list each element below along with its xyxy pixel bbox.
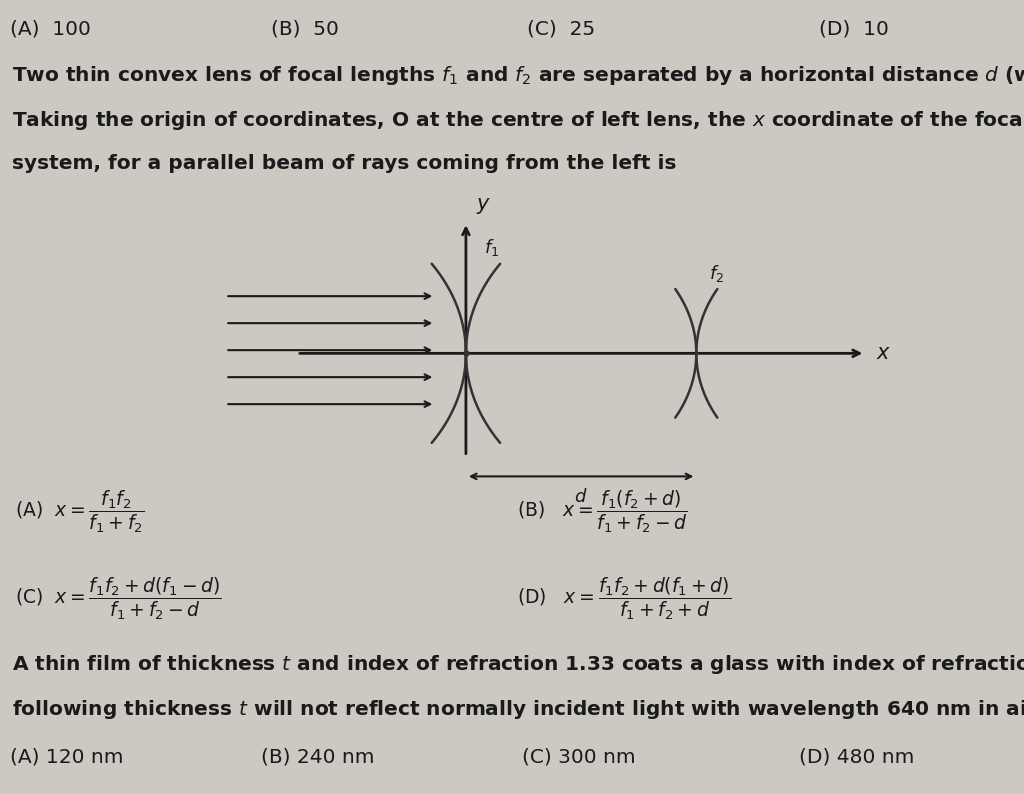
Text: (D)  10: (D) 10 [819, 20, 889, 39]
Text: following thickness $t$ will not reflect normally incident light with wavelength: following thickness $t$ will not reflect… [12, 698, 1024, 721]
Text: (B)  50: (B) 50 [271, 20, 339, 39]
Text: (A)  100: (A) 100 [10, 20, 91, 39]
Text: (B) 240 nm: (B) 240 nm [261, 748, 375, 767]
Text: Two thin convex lens of focal lengths $f_1$ and $f_2$ are separated by a horizon: Two thin convex lens of focal lengths $f… [12, 64, 1024, 87]
Text: (A) 120 nm: (A) 120 nm [10, 748, 124, 767]
Text: (C)  $x = \dfrac{f_1 f_2 + d(f_1 - d)}{f_1 + f_2 - d}$: (C) $x = \dfrac{f_1 f_2 + d(f_1 - d)}{f_… [15, 576, 222, 622]
Text: (C)  25: (C) 25 [527, 20, 596, 39]
Text: $x$: $x$ [876, 343, 891, 364]
Text: (D)   $x = \dfrac{f_1 f_2 + d(f_1 + d)}{f_1 + f_2 + d}$: (D) $x = \dfrac{f_1 f_2 + d(f_1 + d)}{f_… [517, 576, 731, 622]
Text: (B)   $x = \dfrac{f_1(f_2 + d)}{f_1 + f_2 - d}$: (B) $x = \dfrac{f_1(f_2 + d)}{f_1 + f_2 … [517, 488, 688, 535]
Text: $y$: $y$ [476, 196, 492, 216]
Text: system, for a parallel beam of rays coming from the left is: system, for a parallel beam of rays comi… [12, 154, 677, 173]
Text: (A)  $x = \dfrac{f_1 f_2}{f_1 + f_2}$: (A) $x = \dfrac{f_1 f_2}{f_1 + f_2}$ [15, 488, 144, 535]
Text: $d$: $d$ [574, 488, 588, 506]
Text: (D) 480 nm: (D) 480 nm [799, 748, 914, 767]
Text: Taking the origin of coordinates, O at the centre of left lens, the $x$ coordina: Taking the origin of coordinates, O at t… [12, 109, 1024, 132]
Text: $f_2$: $f_2$ [709, 264, 724, 284]
Text: (C) 300 nm: (C) 300 nm [522, 748, 636, 767]
Text: $f_1$: $f_1$ [484, 237, 500, 258]
Text: A thin film of thickness $t$ and index of refraction 1.33 coats a glass with ind: A thin film of thickness $t$ and index o… [12, 653, 1024, 676]
